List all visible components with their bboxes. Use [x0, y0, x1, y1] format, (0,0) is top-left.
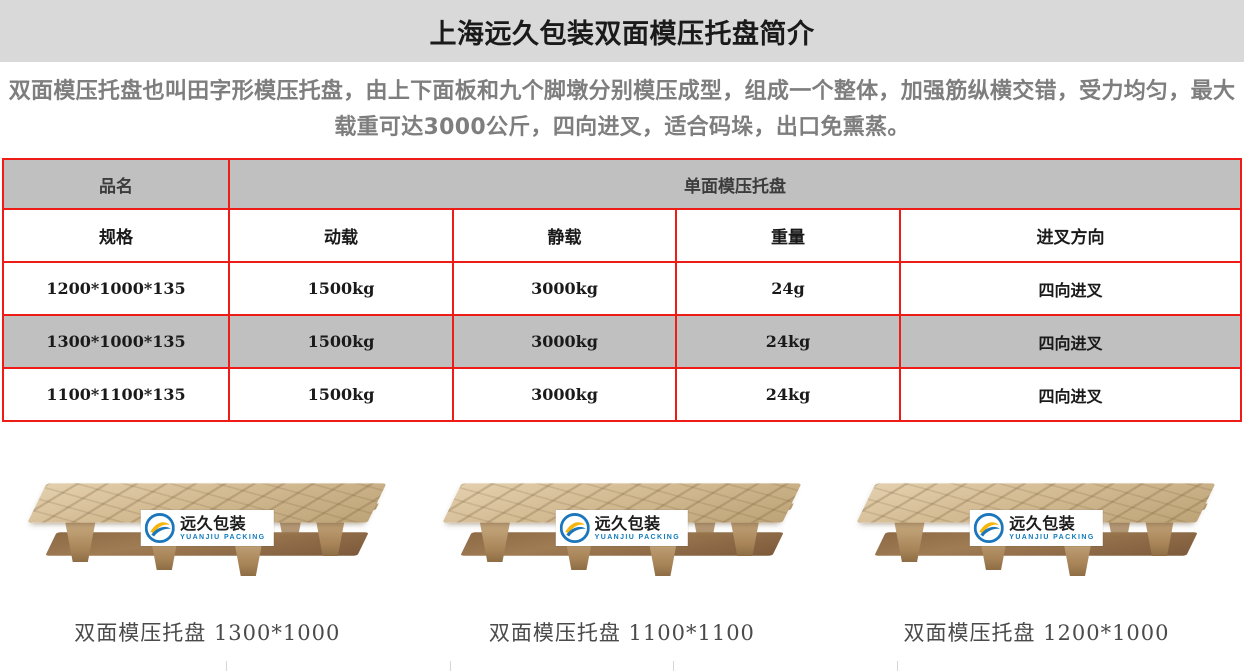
brand-name-en: YUANJIU PACKING: [180, 533, 266, 541]
table-column-header-row: 规格 动载 静载 重量 进叉方向: [2, 208, 1242, 263]
spec-table-wrapper: 品名 单面模压托盘 规格 动载 静载 重量 进叉方向 1200*1000*135…: [0, 158, 1244, 422]
column-header-spec: 规格: [2, 208, 230, 263]
page-title: 上海远久包装双面模压托盘简介: [429, 18, 815, 50]
product-caption: 双面模压托盘 1300*1000: [74, 621, 341, 645]
next-table-top-edge: [0, 657, 1244, 671]
product-item: 远久包装 YUANJIU PACKING 双面模压托盘 1200*1000: [829, 440, 1244, 647]
product-caption: 双面模压托盘 1100*1100: [488, 621, 755, 645]
table-row: 1200*1000*135 1500kg 3000kg 24g 四向进叉: [2, 261, 1242, 316]
brand-logo: 远久包装 YUANJIU PACKING: [141, 510, 274, 546]
brand-name-en: YUANJIU PACKING: [594, 533, 681, 541]
brand-name-cn: 远久包装: [180, 513, 247, 533]
page-title-band: 上海远久包装双面模压托盘简介: [0, 0, 1244, 62]
cell-fork-direction: 四向进叉: [899, 261, 1242, 316]
brand-logo: 远久包装 YUANJIU PACKING: [970, 510, 1103, 546]
spec-table: 品名 单面模压托盘 规格 动载 静载 重量 进叉方向 1200*1000*135…: [2, 158, 1242, 422]
cell-fork-direction: 四向进叉: [899, 367, 1242, 422]
cell-static-load: 3000kg: [452, 261, 677, 316]
cell-weight: 24g: [675, 261, 901, 316]
brand-logo-text: 远久包装 YUANJIU PACKING: [180, 513, 266, 541]
product-caption: 双面模压托盘 1200*1000: [903, 621, 1170, 645]
brand-logo: 远久包装 YUANJIU PACKING: [555, 510, 689, 546]
cell-spec: 1200*1000*135: [2, 261, 230, 316]
product-gallery: 远久包装 YUANJIU PACKING 双面模压托盘 1300*1000: [0, 440, 1244, 647]
cell-fork-direction: 四向进叉: [899, 314, 1242, 369]
pallet-photo: 远久包装 YUANJIU PACKING: [0, 440, 415, 605]
cell-spec: 1300*1000*135: [2, 314, 230, 369]
table-row: 1100*1100*135 1500kg 3000kg 24kg 四向进叉: [2, 367, 1242, 422]
cell-weight: 24kg: [675, 367, 901, 422]
yuanjiu-emblem-icon: [559, 513, 590, 543]
cell-static-load: 3000kg: [452, 367, 677, 422]
header-cell-product-name: 品名: [2, 158, 230, 210]
column-header-fork-direction: 进叉方向: [899, 208, 1242, 263]
cell-weight: 24kg: [675, 314, 901, 369]
brand-logo-text: 远久包装 YUANJIU PACKING: [594, 513, 681, 541]
pallet-photo: 远久包装 YUANJIU PACKING: [829, 440, 1244, 605]
brand-name-cn: 远久包装: [594, 513, 661, 533]
cell-spec: 1100*1100*135: [2, 367, 230, 422]
pallet-photo: 远久包装 YUANJIU PACKING: [415, 440, 830, 605]
yuanjiu-emblem-icon: [974, 513, 1005, 543]
cell-dynamic-load: 1500kg: [228, 314, 454, 369]
brand-name-en: YUANJIU PACKING: [1009, 533, 1095, 541]
cell-static-load: 3000kg: [452, 314, 677, 369]
brand-logo-text: 远久包装 YUANJIU PACKING: [1009, 513, 1095, 541]
intro-paragraph: 双面模压托盘也叫田字形模压托盘，由上下面板和九个脚墩分别模压成型，组成一个整体，…: [8, 79, 1236, 140]
product-item: 远久包装 YUANJIU PACKING 双面模压托盘 1300*1000: [0, 440, 415, 647]
column-header-dynamic-load: 动载: [228, 208, 454, 263]
table-group-header-row: 品名 单面模压托盘: [2, 158, 1242, 210]
column-header-weight: 重量: [675, 208, 901, 263]
product-item: 远久包装 YUANJIU PACKING 双面模压托盘 1100*1100: [415, 440, 830, 647]
yuanjiu-emblem-icon: [145, 513, 176, 543]
brand-name-cn: 远久包装: [1009, 513, 1076, 533]
cell-dynamic-load: 1500kg: [228, 261, 454, 316]
column-header-static-load: 静载: [452, 208, 677, 263]
table-row: 1300*1000*135 1500kg 3000kg 24kg 四向进叉: [2, 314, 1242, 369]
header-cell-product-group: 单面模压托盘: [228, 158, 1242, 210]
cell-dynamic-load: 1500kg: [228, 367, 454, 422]
